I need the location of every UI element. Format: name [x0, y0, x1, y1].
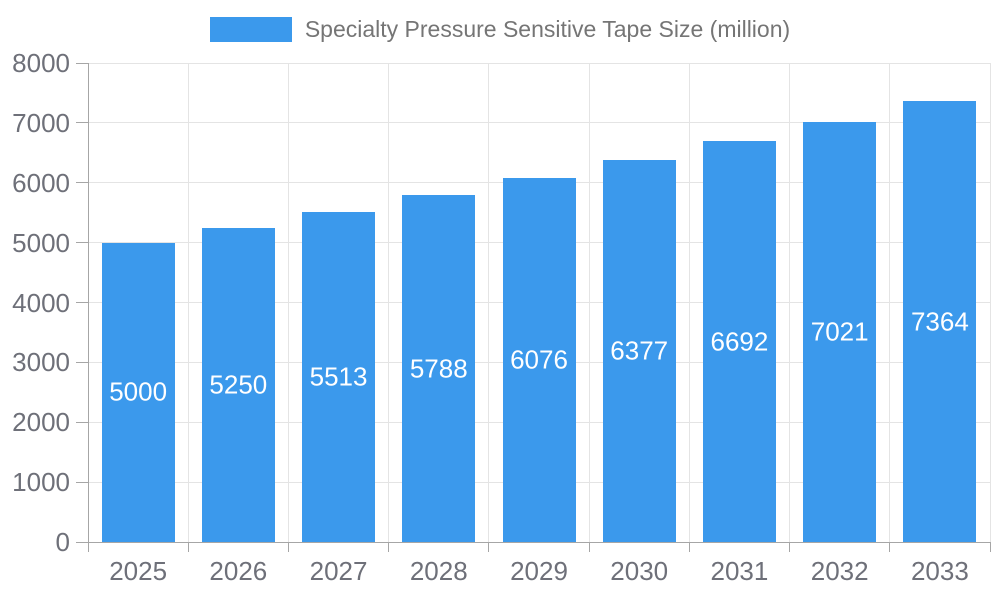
- gridline-vertical: [989, 63, 991, 542]
- x-axis-tick: [488, 542, 490, 552]
- y-axis-tick: [76, 421, 88, 423]
- y-axis-label: 2000: [12, 407, 70, 438]
- bar[interactable]: 5788: [402, 195, 476, 542]
- bar-value-label: 5250: [209, 369, 268, 400]
- y-axis-tick: [76, 481, 88, 483]
- x-axis-line: [76, 542, 991, 543]
- x-axis-label: 2032: [810, 556, 869, 586]
- x-axis-tick: [588, 542, 590, 552]
- gridline-vertical: [789, 63, 791, 542]
- gridline-vertical: [287, 63, 289, 542]
- y-axis-tick: [76, 62, 88, 64]
- x-axis-label: 2033: [910, 556, 969, 586]
- x-axis-tick: [187, 542, 189, 552]
- x-axis-label: 2027: [309, 556, 368, 586]
- y-axis-label: 0: [55, 527, 70, 557]
- y-axis-tick: [76, 541, 88, 543]
- bar-value-label: 6692: [710, 326, 769, 357]
- gridline-horizontal: [88, 62, 990, 64]
- bar[interactable]: 5513: [302, 211, 376, 542]
- y-axis-label: 5000: [12, 227, 70, 258]
- x-axis-label: 2028: [409, 556, 468, 586]
- y-axis-line: [88, 63, 89, 542]
- x-axis-tick: [388, 542, 390, 552]
- bar[interactable]: 5000: [101, 242, 175, 542]
- x-axis-tick: [287, 542, 289, 552]
- gridline-vertical: [588, 63, 590, 542]
- y-axis-tick: [76, 302, 88, 303]
- y-axis-tick: [76, 361, 88, 363]
- bar[interactable]: 6076: [502, 178, 576, 542]
- bar-value-label: 5000: [109, 376, 168, 407]
- y-axis-tick: [76, 122, 88, 124]
- gridline-vertical: [187, 63, 189, 542]
- x-axis-label: 2026: [209, 556, 268, 586]
- gridline-vertical: [388, 63, 390, 542]
- bar[interactable]: 6692: [702, 141, 776, 542]
- x-axis-label: 2029: [510, 556, 568, 586]
- bar[interactable]: 5250: [201, 227, 275, 542]
- bar-value-label: 6377: [610, 335, 669, 366]
- x-axis-tick: [989, 542, 991, 552]
- gridline-vertical: [488, 63, 490, 542]
- x-axis-tick: [688, 542, 690, 552]
- legend-label: Specialty Pressure Sensitive Tape Size (…: [304, 16, 791, 42]
- x-axis-tick: [789, 542, 791, 552]
- gridline-vertical: [889, 63, 891, 542]
- x-axis-label: 2031: [710, 556, 769, 586]
- bar[interactable]: 6377: [602, 160, 676, 542]
- x-axis-tick: [889, 542, 891, 552]
- y-axis-tick: [76, 242, 88, 244]
- gridline-vertical: [688, 63, 690, 542]
- y-axis-label: 6000: [12, 167, 70, 198]
- gridline-horizontal: [88, 122, 990, 124]
- y-axis-label: 3000: [12, 347, 70, 378]
- chart-legend[interactable]: Specialty Pressure Sensitive Tape Size (…: [0, 16, 1000, 43]
- y-axis-label: 8000: [12, 48, 70, 78]
- legend-swatch-icon[interactable]: [209, 17, 292, 42]
- bar-value-label: 5513: [309, 361, 368, 392]
- bar-value-label: 7021: [810, 316, 869, 347]
- bar-value-label: 5788: [409, 353, 468, 384]
- bar-value-label: 7364: [910, 306, 969, 337]
- x-axis-tick: [87, 542, 89, 552]
- y-axis-label: 4000: [12, 287, 70, 318]
- bar-value-label: 6076: [510, 344, 568, 375]
- x-axis-label: 2025: [109, 556, 168, 586]
- y-axis-label: 1000: [12, 467, 70, 498]
- bar[interactable]: 7364: [903, 101, 977, 542]
- y-axis-tick: [76, 182, 88, 184]
- bar[interactable]: 7021: [803, 121, 877, 542]
- x-axis-label: 2030: [610, 556, 669, 586]
- y-axis-label: 7000: [12, 107, 70, 138]
